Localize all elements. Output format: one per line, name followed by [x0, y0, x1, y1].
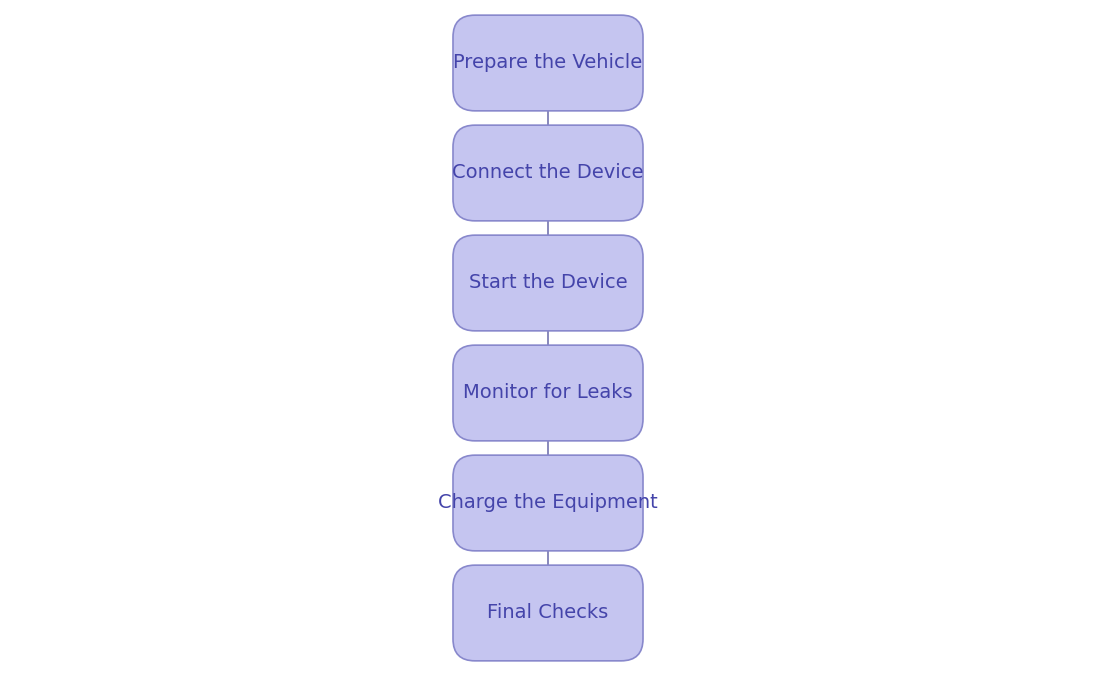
- FancyBboxPatch shape: [452, 125, 643, 220]
- FancyBboxPatch shape: [452, 235, 643, 331]
- Text: Monitor for Leaks: Monitor for Leaks: [464, 384, 633, 402]
- FancyBboxPatch shape: [452, 15, 643, 111]
- FancyBboxPatch shape: [452, 345, 643, 441]
- Text: Connect the Device: Connect the Device: [452, 164, 644, 183]
- Text: Prepare the Vehicle: Prepare the Vehicle: [454, 53, 643, 73]
- FancyBboxPatch shape: [452, 565, 643, 661]
- Text: Final Checks: Final Checks: [487, 603, 608, 622]
- Text: Start the Device: Start the Device: [468, 274, 627, 293]
- FancyBboxPatch shape: [452, 455, 643, 551]
- Text: Charge the Equipment: Charge the Equipment: [438, 494, 657, 512]
